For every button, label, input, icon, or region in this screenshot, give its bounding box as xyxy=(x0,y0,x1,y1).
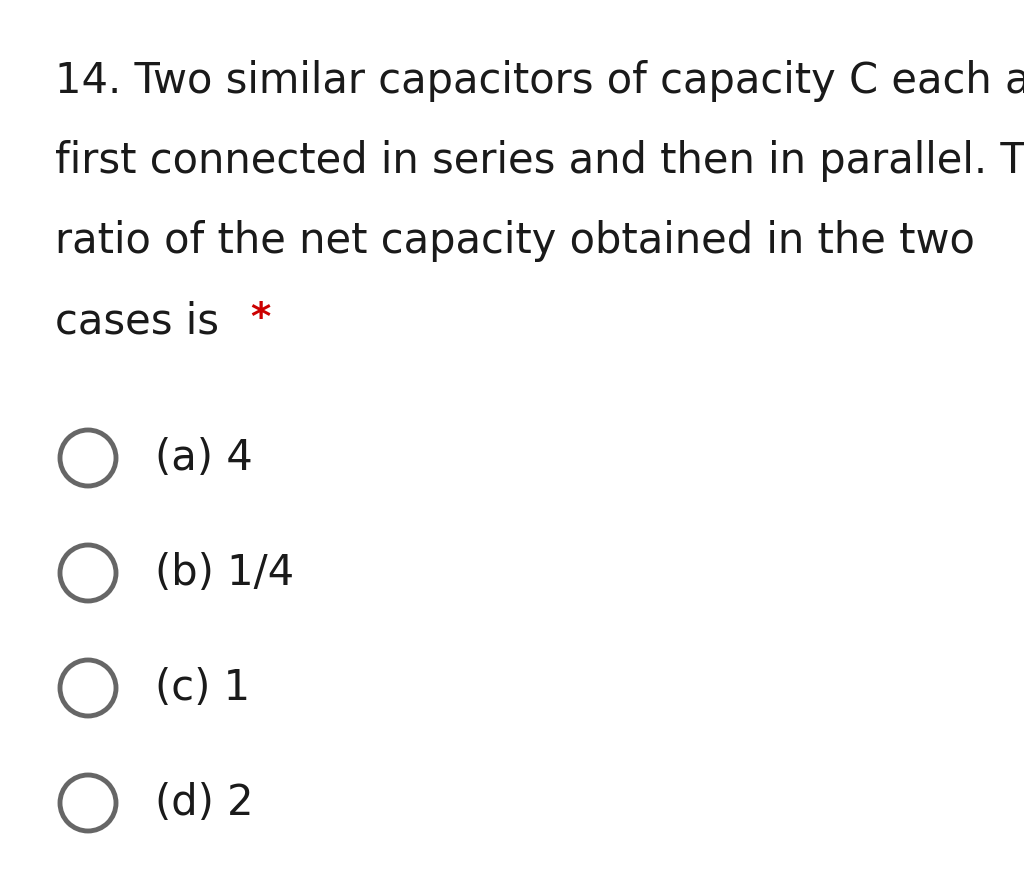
Text: ratio of the net capacity obtained in the two: ratio of the net capacity obtained in th… xyxy=(55,220,975,262)
Text: (b) 1/4: (b) 1/4 xyxy=(155,552,294,594)
Text: (a) 4: (a) 4 xyxy=(155,437,253,479)
Text: *: * xyxy=(250,300,270,338)
Text: (d) 2: (d) 2 xyxy=(155,782,254,824)
Text: first connected in series and then in parallel. The: first connected in series and then in pa… xyxy=(55,140,1024,182)
Text: (c) 1: (c) 1 xyxy=(155,667,250,709)
Text: 14. Two similar capacitors of capacity C each are: 14. Two similar capacitors of capacity C… xyxy=(55,60,1024,102)
Text: cases is: cases is xyxy=(55,300,219,342)
